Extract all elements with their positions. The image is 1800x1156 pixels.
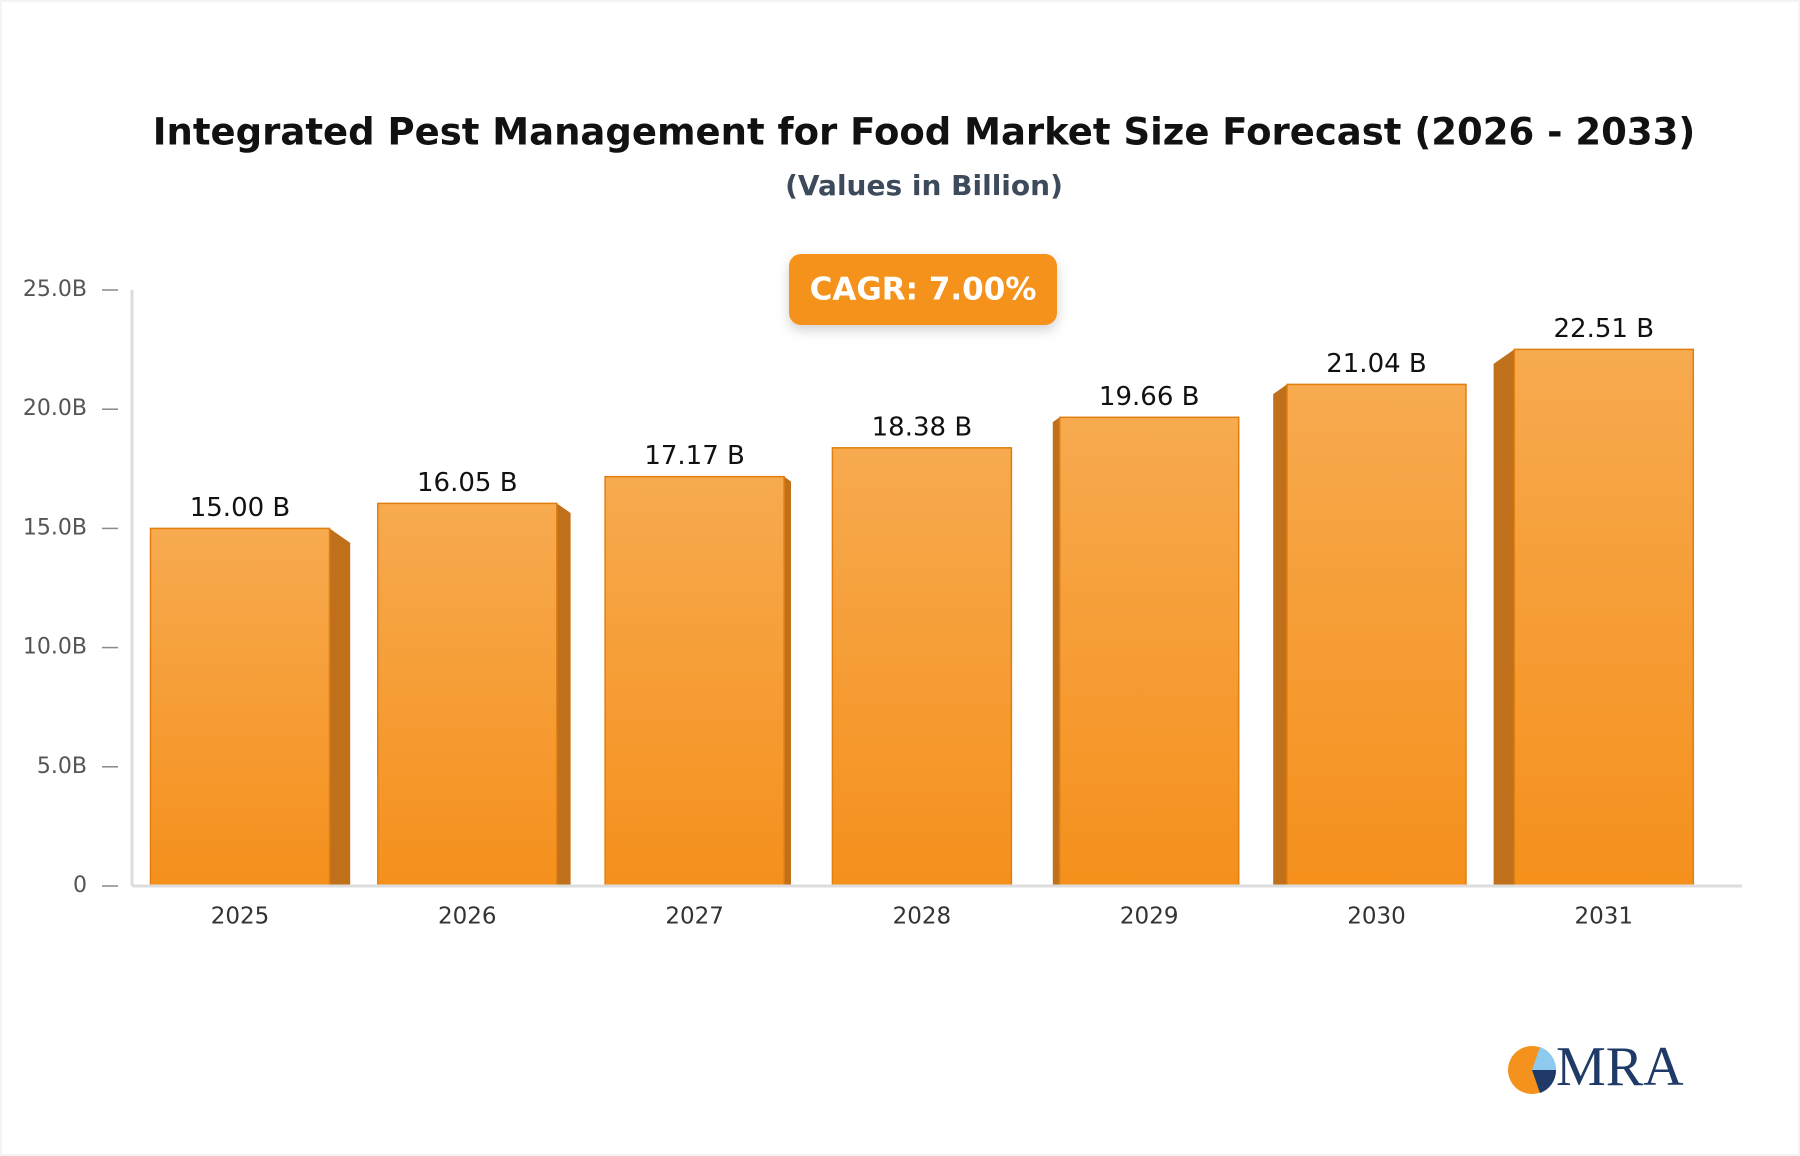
bar xyxy=(604,475,785,887)
x-tick-label: 2030 xyxy=(1347,904,1406,930)
y-tick-label: 25.0B xyxy=(23,277,87,302)
x-tick-label: 2026 xyxy=(438,904,497,930)
bar xyxy=(831,447,1013,887)
bar-side xyxy=(1273,384,1287,886)
bar-side xyxy=(1052,417,1060,886)
y-tick-label: 10.0B xyxy=(23,635,87,660)
x-tick-label: 2031 xyxy=(1575,904,1634,930)
y-tick-label: 5.0B xyxy=(37,754,87,779)
cagr-label: CAGR: 7.00% xyxy=(810,272,1037,308)
x-tick-label: 2028 xyxy=(893,904,952,930)
bar xyxy=(149,527,331,887)
logo-text: MRA xyxy=(1556,1036,1684,1098)
y-tick-label: 20.0B xyxy=(23,396,87,421)
bar-side xyxy=(784,476,791,886)
value-label: 17.17 B xyxy=(644,441,745,471)
value-label: 18.38 B xyxy=(872,412,973,442)
x-tick-label: 2029 xyxy=(1120,904,1179,930)
bar xyxy=(377,502,558,887)
bar-side xyxy=(556,503,571,886)
logo-icon-slice xyxy=(1532,1070,1557,1093)
x-tick-label: 2027 xyxy=(665,904,724,930)
x-tick-label: 2025 xyxy=(211,904,270,930)
value-label: 19.66 B xyxy=(1099,382,1200,412)
value-label: 16.05 B xyxy=(417,468,518,498)
bar xyxy=(1058,416,1240,887)
bar xyxy=(1286,383,1467,887)
logo-icon-slice xyxy=(1532,1047,1557,1070)
y-tick-label: 15.0B xyxy=(23,515,87,540)
bar xyxy=(1513,348,1695,887)
y-tick-label: 0 xyxy=(73,873,87,898)
logo: MRA xyxy=(1508,1036,1684,1098)
bar-side xyxy=(329,528,351,886)
value-label: 21.04 B xyxy=(1326,349,1427,379)
cagr-badge xyxy=(789,254,1057,325)
chart-title: Integrated Pest Management for Food Mark… xyxy=(153,111,1695,154)
value-label: 22.51 B xyxy=(1554,314,1655,344)
value-label: 15.00 B xyxy=(190,493,291,523)
chart-subtitle: (Values in Billion) xyxy=(785,169,1063,202)
bar-side xyxy=(1493,349,1515,887)
